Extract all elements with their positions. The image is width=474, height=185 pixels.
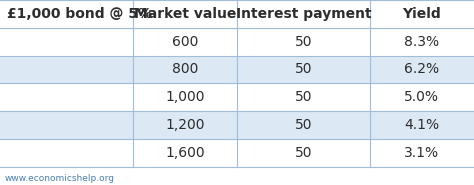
- Text: 4.1%: 4.1%: [404, 118, 439, 132]
- Text: 50: 50: [295, 35, 312, 49]
- Text: 1,000: 1,000: [165, 90, 205, 104]
- Text: Market value: Market value: [134, 7, 236, 21]
- Bar: [133, 28, 237, 56]
- Text: Yield: Yield: [402, 7, 441, 21]
- Text: 50: 50: [295, 118, 312, 132]
- Bar: [370, 139, 474, 166]
- Bar: [370, 111, 474, 139]
- Bar: [370, 56, 474, 83]
- Bar: [237, 56, 370, 83]
- Text: £1,000 bond @ 5%: £1,000 bond @ 5%: [7, 7, 152, 21]
- Bar: [0, 28, 133, 56]
- Text: 50: 50: [295, 146, 312, 160]
- Text: Interest payment: Interest payment: [236, 7, 371, 21]
- Bar: [133, 56, 237, 83]
- Bar: [0, 139, 133, 166]
- Text: 8.3%: 8.3%: [404, 35, 439, 49]
- Text: 50: 50: [295, 62, 312, 76]
- Bar: [0, 0, 133, 28]
- Text: 3.1%: 3.1%: [404, 146, 439, 160]
- Bar: [237, 0, 370, 28]
- Text: 6.2%: 6.2%: [404, 62, 439, 76]
- Text: www.economicshelp.org: www.economicshelp.org: [5, 174, 115, 183]
- Bar: [370, 83, 474, 111]
- Bar: [133, 139, 237, 166]
- Bar: [133, 0, 237, 28]
- Bar: [370, 0, 474, 28]
- Bar: [237, 83, 370, 111]
- Bar: [370, 28, 474, 56]
- Text: 1,600: 1,600: [165, 146, 205, 160]
- Text: 800: 800: [172, 62, 198, 76]
- Text: 600: 600: [172, 35, 198, 49]
- Bar: [237, 28, 370, 56]
- Bar: [133, 111, 237, 139]
- Text: 5.0%: 5.0%: [404, 90, 439, 104]
- Bar: [133, 83, 237, 111]
- Bar: [0, 56, 133, 83]
- Text: 50: 50: [295, 90, 312, 104]
- Bar: [237, 111, 370, 139]
- Bar: [237, 139, 370, 166]
- Bar: [0, 83, 133, 111]
- Text: 1,200: 1,200: [165, 118, 205, 132]
- Bar: [0, 111, 133, 139]
